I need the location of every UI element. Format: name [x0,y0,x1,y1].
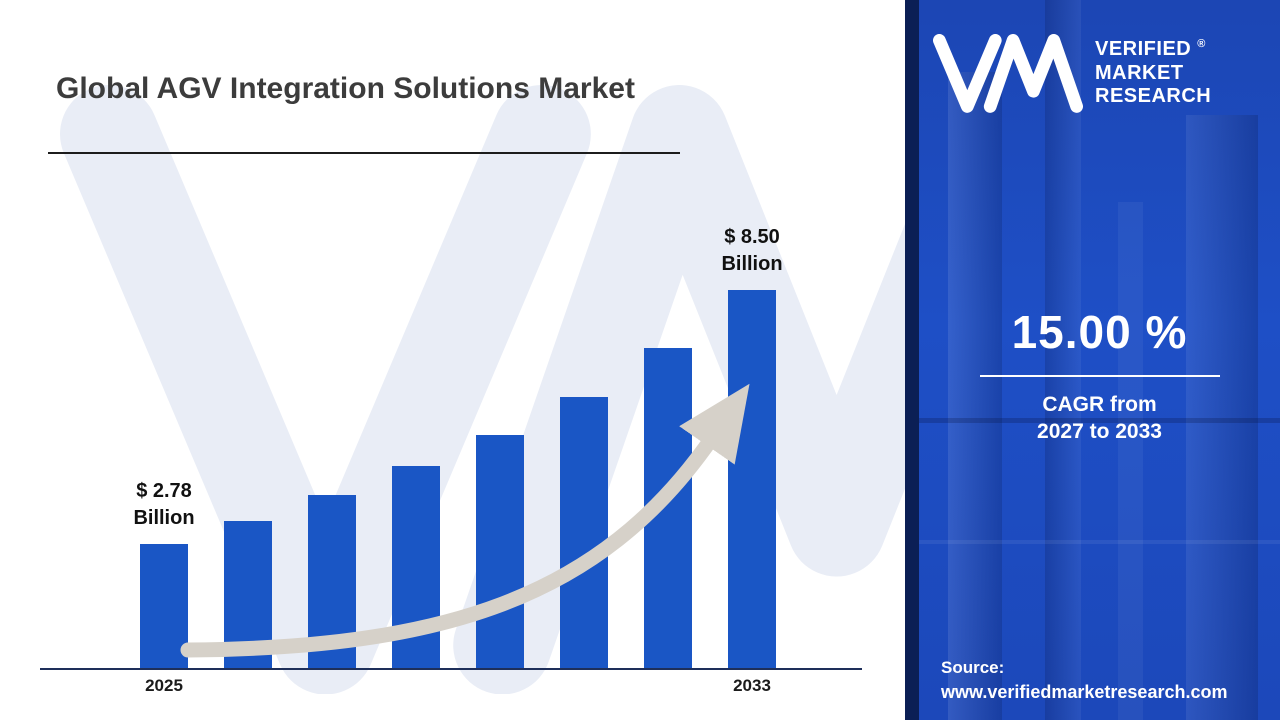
tower-shape [1045,0,1082,720]
brand-word: VERIFIED [1095,38,1192,61]
bar-value-text: $ 8.50 [724,226,780,248]
bar-group [560,268,608,668]
bar-value-text: Billion [721,253,783,275]
bar [560,397,608,668]
bar [476,435,524,668]
bar-group [644,268,692,668]
panel-divider [905,0,919,720]
bar-group [308,268,356,668]
bar [644,348,692,668]
brand-line-2: MARKET [1095,61,1184,84]
bar-chart: $ 2.78 Billion 2025 $ 8.50 Billion 2033 [40,226,862,695]
bar-group: $ 2.78 Billion 2025 [133,268,194,695]
bar-value-label: $ 2.78 Billion [94,478,234,532]
brand-line-3: RESEARCH [1095,85,1212,108]
bar-group [476,268,524,668]
source-attribution: Source: www.verifiedmarketresearch.com [941,657,1274,704]
page-title: Global AGV Integration Solutions Market [56,72,635,106]
bar [224,521,272,668]
brand-line-1: VERIFIED ® [1095,38,1211,62]
bar [140,544,188,668]
bar-value-label: $ 8.50 Billion [682,224,822,278]
brand-name: VERIFIED ® MARKET RESEARCH [1095,38,1211,109]
pipe-shape [919,417,1280,423]
bars-row: $ 2.78 Billion 2025 $ 8.50 Billion 2033 [133,226,782,695]
cagr-divider-line [979,375,1220,377]
tower-shape [1117,201,1143,720]
source-label: Source: [941,657,1005,677]
info-panel: VERIFIED ® MARKET RESEARCH 15.00 % CAGR f… [919,0,1280,720]
bar [728,290,776,668]
tower-shape [1186,115,1259,720]
cagr-label-line-2: 2027 to 2033 [1037,420,1162,444]
registered-mark: ® [1197,38,1206,51]
bar-group: $ 8.50 Billion 2033 [721,226,782,695]
pipe-shape [919,540,1280,544]
cagr-label-line-1: CAGR from [1042,393,1157,416]
x-axis-line [40,668,862,670]
title-underline [48,152,680,154]
bar-value-text: Billion [133,507,195,529]
cagr-value: 15.00 % [1011,306,1188,358]
source-url[interactable]: www.verifiedmarketresearch.com [941,681,1228,702]
cagr-label: CAGR from 2027 to 2033 [919,391,1280,446]
tower-shape [947,72,1003,720]
brand-logo: VERIFIED ® MARKET RESEARCH [933,34,1270,113]
x-axis-tick-label: 2033 [733,676,771,695]
panel-content: VERIFIED ® MARKET RESEARCH 15.00 % CAGR f… [919,0,1280,720]
bar [308,495,356,668]
vm-monogram-icon [933,34,1083,113]
cagr-block: 15.00 % CAGR from 2027 to 2033 [919,305,1280,446]
bar-group [224,268,272,668]
bar-group [392,268,440,668]
bar-value-text: $ 2.78 [136,480,192,502]
bar [392,466,440,668]
x-axis-tick-label: 2025 [145,676,183,695]
industrial-photo-background [919,0,1280,720]
